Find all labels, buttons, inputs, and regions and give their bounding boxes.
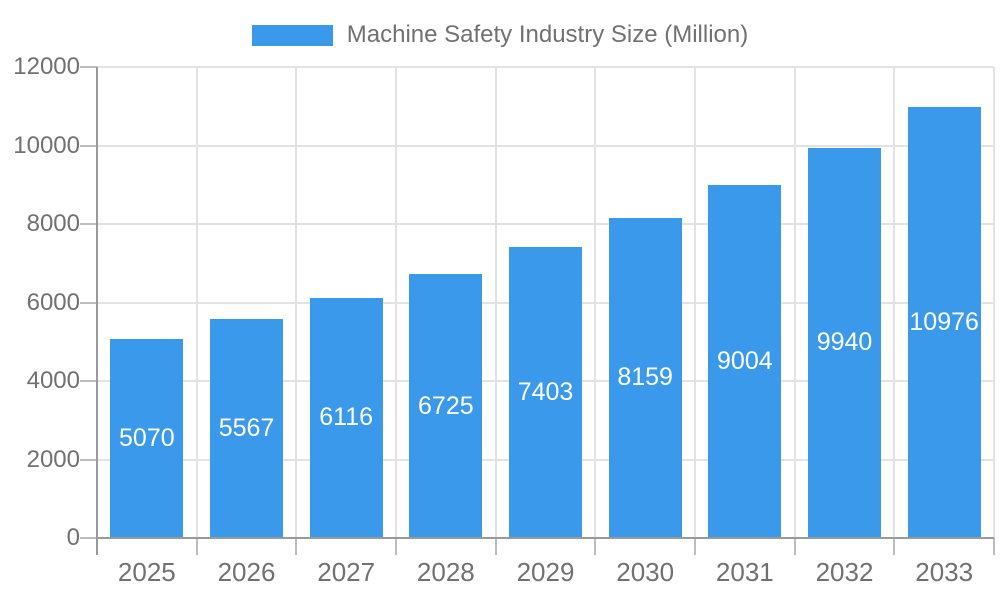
gridline-horizontal — [97, 66, 994, 68]
gridline-vertical — [594, 67, 597, 538]
x-tick-label: 2028 — [416, 557, 475, 587]
bar-2027: 6116 — [309, 297, 383, 538]
gridline-vertical — [494, 67, 497, 538]
gridline-vertical — [295, 67, 298, 538]
y-tick-label: 4000 — [26, 367, 80, 394]
gridline-vertical — [694, 67, 696, 538]
x-tick-label: 2031 — [715, 557, 774, 587]
y-tick-label: 8000 — [26, 210, 80, 237]
bar-value-label: 10976 — [909, 308, 979, 337]
y-tick-label: 0 — [66, 524, 80, 551]
gridline-vertical — [793, 67, 796, 538]
bar-value-label: 6725 — [418, 391, 474, 420]
x-axis-tick — [195, 538, 198, 555]
x-axis-tick — [494, 538, 497, 555]
bar-value-label: 6116 — [319, 403, 374, 432]
bar-2028: 6725 — [409, 274, 483, 538]
x-tick-label: 2033 — [915, 557, 974, 587]
x-axis-tick — [694, 538, 696, 555]
bar-value-label: 9940 — [816, 328, 873, 357]
y-axis-tick — [80, 301, 97, 304]
y-axis-line — [96, 67, 98, 555]
x-tick-label: 2032 — [815, 557, 874, 587]
x-tick-label: 2029 — [516, 557, 575, 587]
bar-2030: 8159 — [608, 217, 682, 538]
gridline-vertical — [395, 67, 397, 538]
y-axis-tick — [80, 66, 97, 68]
bar-2032: 9940 — [808, 147, 881, 538]
y-tick-label: 10000 — [13, 131, 80, 159]
x-axis-line — [97, 537, 994, 539]
x-axis-tick — [793, 538, 796, 555]
legend-label: Machine Safety Industry Size (Million) — [346, 21, 749, 48]
bar-2031: 9004 — [708, 184, 782, 538]
bar-2026: 5567 — [210, 319, 283, 538]
gridline-horizontal — [97, 223, 994, 225]
gridline-vertical — [195, 67, 198, 538]
y-axis-tick — [80, 223, 97, 225]
x-axis-tick — [993, 538, 995, 555]
bar-2029: 7403 — [509, 247, 582, 538]
y-axis-tick — [80, 144, 97, 147]
bar-2025: 5070 — [110, 339, 184, 538]
bar-value-label: 5070 — [119, 423, 175, 452]
gridline-vertical — [893, 67, 896, 538]
x-axis-tick — [395, 538, 397, 555]
gridline-vertical — [993, 67, 995, 538]
y-axis-tick — [80, 380, 97, 382]
x-tick-label: 2027 — [317, 557, 376, 587]
x-tick-label: 2030 — [616, 557, 675, 587]
x-tick-label: 2026 — [217, 557, 276, 587]
y-axis-tick — [80, 458, 97, 461]
chart-legend[interactable]: Machine Safety Industry Size (Million) — [0, 21, 1000, 49]
y-tick-label: 2000 — [26, 445, 80, 473]
x-axis-tick — [295, 538, 298, 555]
x-axis-tick — [594, 538, 597, 555]
bar-2033: 10976 — [907, 107, 981, 538]
bar-value-label: 9004 — [717, 346, 773, 375]
x-axis-tick — [893, 538, 896, 555]
bar-value-label: 5567 — [218, 414, 275, 443]
y-tick-label: 12000 — [13, 53, 80, 80]
bar-value-label: 7403 — [517, 378, 574, 407]
x-tick-label: 2025 — [117, 557, 176, 587]
y-axis-tick — [80, 537, 97, 539]
bar-value-label: 8159 — [617, 363, 673, 392]
gridline-horizontal — [97, 144, 994, 147]
legend-swatch — [251, 24, 333, 46]
y-tick-label: 6000 — [26, 288, 80, 316]
